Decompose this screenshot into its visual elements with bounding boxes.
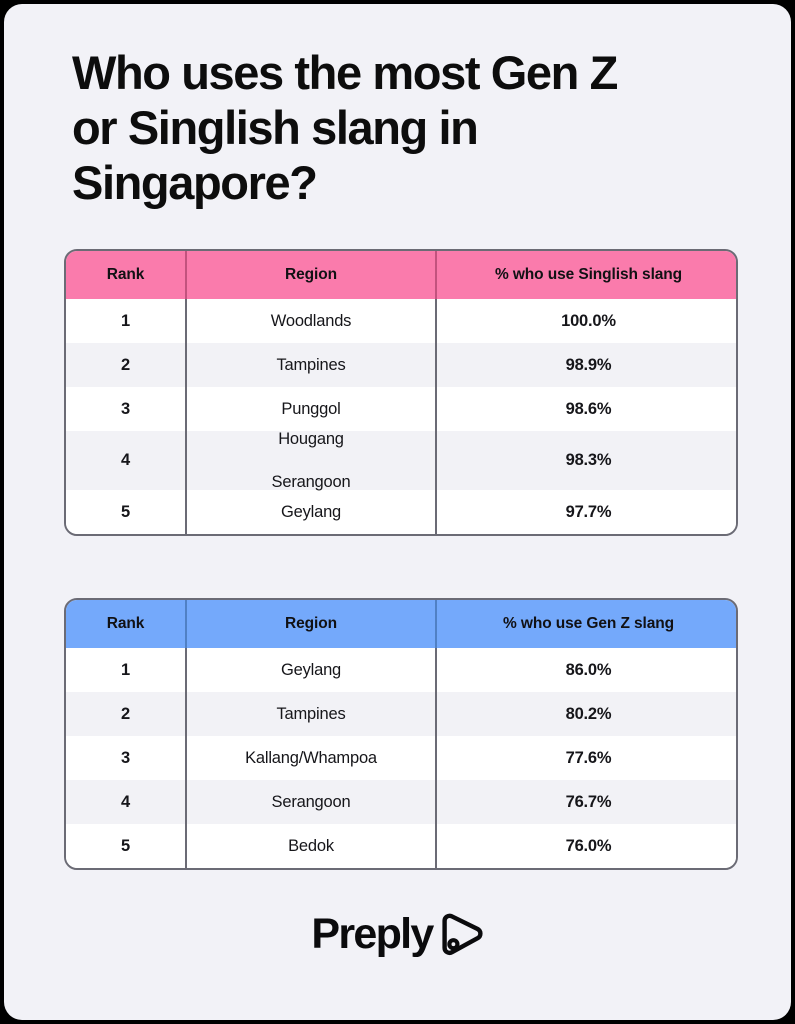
cell-region: Tampines [185,343,436,387]
infographic-card: Who uses the most Gen Z or Singlish slan… [4,4,791,1020]
cell-rank: 3 [66,736,186,780]
cell-rank: 3 [66,387,186,431]
brand-wordmark: Preply [311,909,434,958]
cell-value: 98.6% [435,387,736,431]
cell-rank: 1 [66,299,186,343]
table-header-row: Rank Region % who use Singlish slang [66,251,736,299]
table-header-row: Rank Region % who use Gen Z slang [66,600,736,648]
table-row: 1 Geylang 86.0% [66,648,736,692]
cell-region: Geylang [185,648,436,692]
cell-rank: 5 [66,824,186,868]
cell-region: Serangoon [185,780,436,824]
singlish-slang-table: Rank Region % who use Singlish slang 1 W… [64,249,738,536]
cell-value: 76.0% [435,824,736,868]
column-header-rank: Rank [66,251,186,299]
region-line: Serangoon [271,472,351,491]
cell-rank: 4 [66,431,186,490]
table-row: 2 Tampines 98.9% [66,343,736,387]
cell-value: 76.7% [435,780,736,824]
cell-rank: 2 [66,692,186,736]
table-row: 5 Geylang 97.7% [66,490,736,534]
cell-region: Punggol [185,387,436,431]
cell-region: Kallang/Whampoa [185,736,436,780]
column-header-rank: Rank [66,600,186,648]
cell-region: Hougang Serangoon [185,430,436,491]
column-header-region: Region [185,251,436,299]
genz-slang-table: Rank Region % who use Gen Z slang 1 Geyl… [64,598,738,870]
cell-rank: 2 [66,343,186,387]
brand-logo: Preply [4,912,791,956]
table-row: 3 Kallang/Whampoa 77.6% [66,736,736,780]
cell-value: 86.0% [435,648,736,692]
column-header-region: Region [185,600,436,648]
column-header-value: % who use Singlish slang [435,251,736,299]
cell-value: 98.3% [435,431,736,490]
cell-region: Woodlands [185,299,436,343]
cell-region: Geylang [185,490,436,534]
column-header-value: % who use Gen Z slang [435,600,736,648]
region-line: Hougang [278,430,344,448]
cell-region: Tampines [185,692,436,736]
table-row: 3 Punggol 98.6% [66,387,736,431]
cell-rank: 5 [66,490,186,534]
table-row: 1 Woodlands 100.0% [66,299,736,343]
cell-region: Bedok [185,824,436,868]
preply-play-bubble-icon [442,912,484,956]
table-row: 5 Bedok 76.0% [66,824,736,868]
cell-value: 100.0% [435,299,736,343]
table-row: 4 Serangoon 76.7% [66,780,736,824]
cell-value: 77.6% [435,736,736,780]
cell-rank: 1 [66,648,186,692]
page-title: Who uses the most Gen Z or Singlish slan… [72,46,618,209]
cell-value: 98.9% [435,343,736,387]
cell-rank: 4 [66,780,186,824]
cell-value: 80.2% [435,692,736,736]
table-row: 4 Hougang Serangoon 98.3% [66,430,736,491]
cell-value: 97.7% [435,490,736,534]
table-row: 2 Tampines 80.2% [66,692,736,736]
